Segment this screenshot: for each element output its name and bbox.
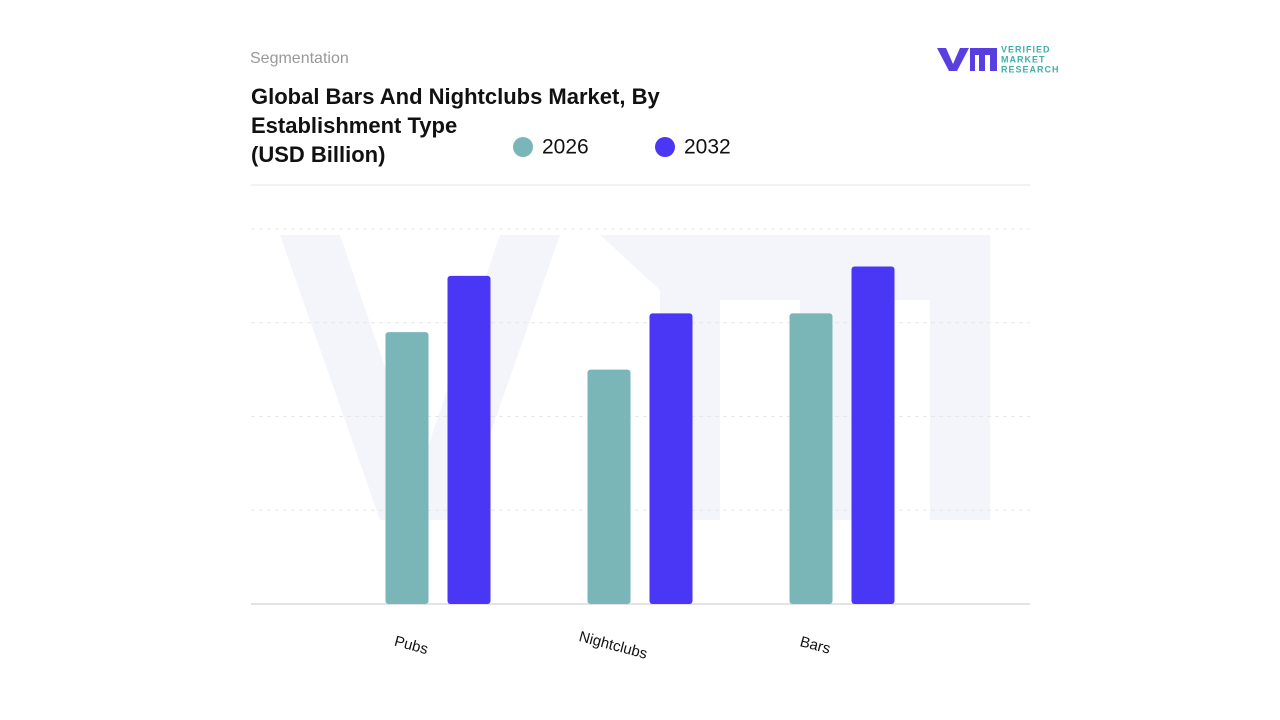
logo-text: MARKET	[1001, 54, 1046, 64]
legend-label: 2032	[684, 136, 731, 159]
logo-text: VERIFIED	[1001, 44, 1051, 54]
chart-title: Global Bars And Nightclubs Market, By Es…	[251, 84, 660, 167]
bar	[385, 332, 429, 604]
bar	[447, 275, 491, 604]
logo-text: RESEARCH	[1001, 64, 1060, 74]
legend-swatch	[655, 137, 675, 157]
bar	[587, 369, 631, 604]
bar	[851, 266, 895, 604]
x-tick-label: Pubs	[392, 633, 429, 658]
subtitle: Segmentation	[250, 50, 349, 67]
logo-mark	[937, 48, 997, 71]
bar	[789, 313, 833, 604]
bar	[649, 313, 693, 604]
x-tick-label: Nightclubs	[577, 628, 649, 663]
legend-label: 2026	[542, 136, 589, 159]
legend-swatch	[513, 137, 533, 157]
x-tick-label: Bars	[798, 633, 832, 657]
